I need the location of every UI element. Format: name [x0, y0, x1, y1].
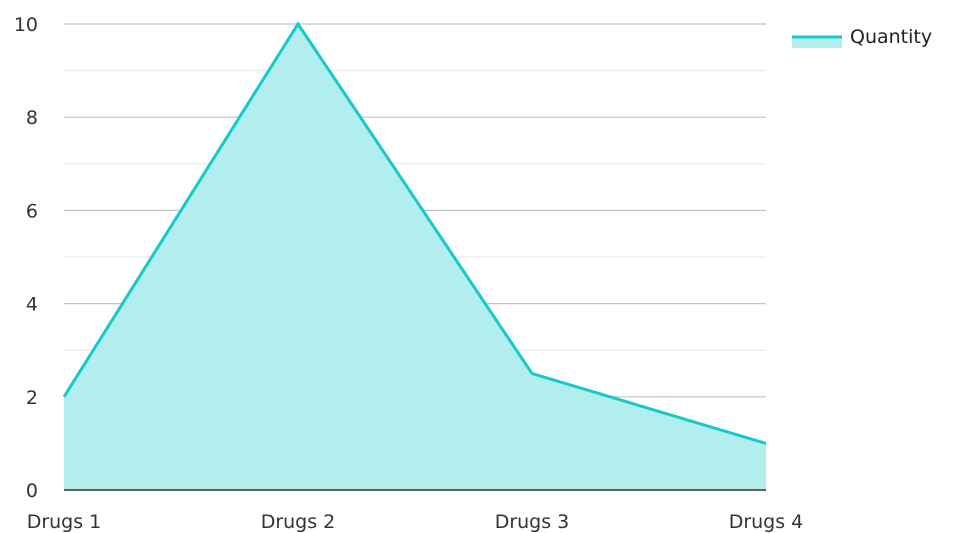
x-axis-ticks: Drugs 1 Drugs 2 Drugs 3 Drugs 4 — [27, 511, 804, 533]
legend-swatch-quantity — [792, 37, 842, 48]
x-tick-label: Drugs 4 — [729, 511, 804, 533]
series-area-layer — [64, 24, 766, 490]
series-line-quantity — [62, 21, 767, 445]
y-tick-label: 4 — [26, 294, 38, 316]
y-tick-label: 0 — [26, 480, 38, 502]
y-tick-label: 10 — [14, 14, 38, 36]
y-tick-label: 2 — [26, 387, 38, 409]
series-area-quantity — [64, 24, 766, 490]
x-tick-label: Drugs 2 — [261, 511, 336, 533]
legend-label-quantity: Quantity — [850, 26, 932, 48]
series-line-layer — [62, 21, 767, 445]
x-tick-label: Drugs 3 — [495, 511, 570, 533]
x-tick-label: Drugs 1 — [27, 511, 102, 533]
y-tick-label: 8 — [26, 107, 38, 129]
y-axis-ticks: 0 2 4 6 8 10 — [14, 14, 38, 502]
legend[interactable]: Quantity — [792, 26, 932, 48]
y-tick-label: 6 — [26, 200, 38, 222]
